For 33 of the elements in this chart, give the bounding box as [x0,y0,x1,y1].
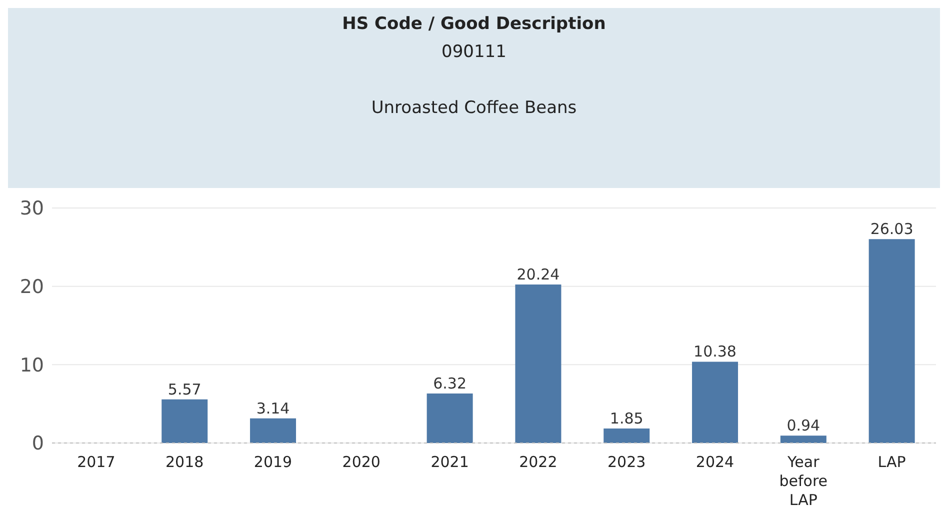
chart-subtitle: 090111 [440,42,508,62]
data-label: 5.57 [168,380,202,398]
data-label: 6.32 [433,374,467,392]
data-label: 20.24 [516,265,560,284]
y-tick-label: 20 [20,276,44,298]
x-tick-label: 2024 [696,453,734,471]
x-tick-label: 2022 [519,453,558,471]
data-label: 26.03 [870,220,914,238]
x-tick-label: 2019 [254,453,292,471]
x-tick-label: 2017 [77,453,116,471]
bar [780,436,826,443]
x-tick-label: Year before LAP [779,453,828,509]
x-tick-label: 2020 [342,453,380,471]
bar [250,418,296,443]
bar [515,284,562,443]
data-label: 1.85 [610,410,644,428]
bar [426,393,473,443]
x-tick-label: LAP [878,453,906,471]
data-label: 3.14 [256,399,290,418]
x-tick-label: 2018 [166,453,204,471]
bar [604,428,650,443]
text: Unroasted Coffee Beans [370,98,578,118]
bar [692,362,738,443]
x-tick-label: 2023 [608,453,646,471]
chart-title: HS Code / Good Description [341,13,607,34]
data-label: 10.38 [694,342,736,361]
y-tick-label: 0 [32,432,44,455]
y-tick-label: 30 [20,198,44,220]
bar [868,239,915,443]
x-tick-label: 2021 [430,453,469,471]
bar [162,399,208,443]
data-label: 0.94 [786,416,820,435]
y-tick-label: 10 [20,354,44,376]
